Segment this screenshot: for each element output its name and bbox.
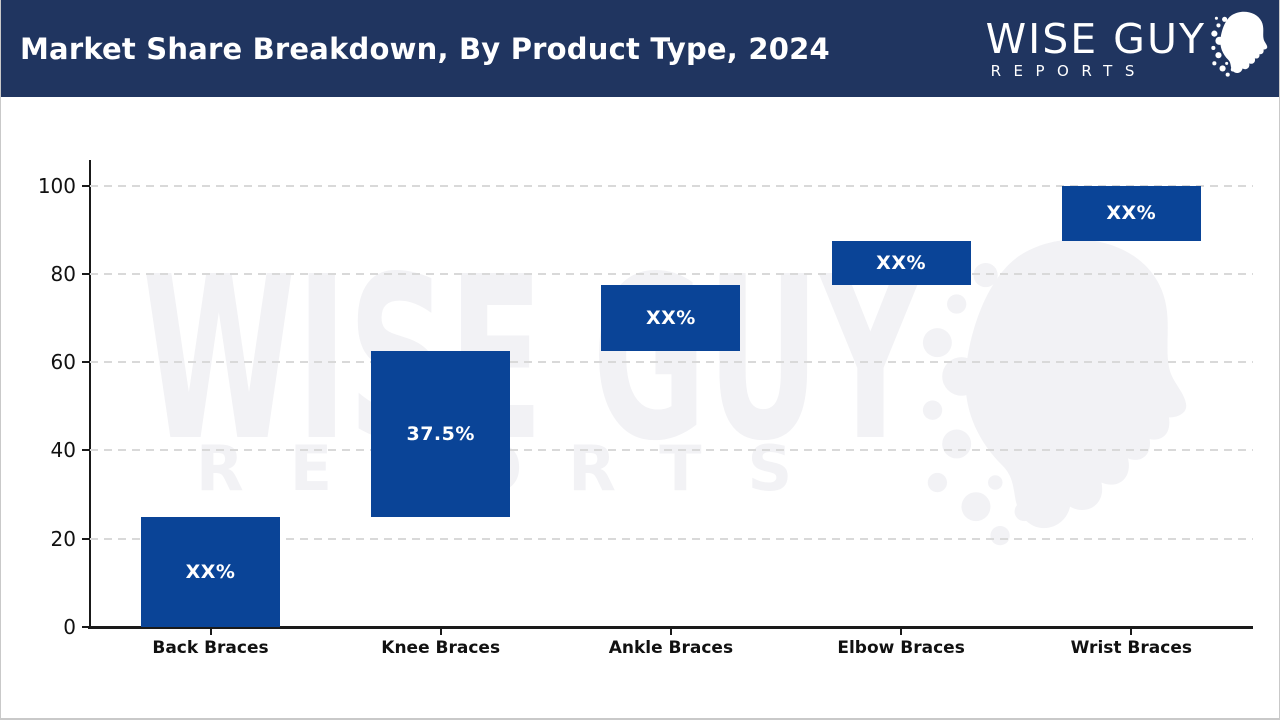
y-tick-mark-80 (82, 272, 89, 275)
chart-header: Market Share Breakdown, By Product Type,… (0, 0, 1280, 97)
x-category-label-1: Knee Braces (381, 638, 501, 658)
x-category-label-0: Back Braces (152, 638, 269, 658)
y-tick-mark-60 (82, 361, 89, 364)
brand-logo: WISE GUY REPORTS (986, 0, 1272, 97)
x-axis-line (88, 626, 1253, 629)
bar-value-label: 37.5% (406, 422, 475, 445)
y-axis-line (89, 160, 91, 629)
x-tick-mark-4 (1130, 629, 1133, 635)
x-tick-mark-0 (209, 629, 212, 635)
gridline-60 (90, 361, 1253, 364)
y-tick-label-100: 100 (37, 173, 76, 198)
bar-ankle-braces: XX% (601, 284, 741, 352)
gridline-20 (90, 537, 1253, 540)
bar-elbow-braces: XX% (831, 240, 971, 285)
x-category-label-4: Wrist Braces (1070, 638, 1192, 658)
gridline-100 (90, 184, 1253, 187)
bar-wrist-braces: XX% (1061, 185, 1201, 241)
x-tick-mark-3 (900, 629, 903, 635)
bar-value-label: XX% (185, 560, 236, 583)
y-tick-label-80: 80 (50, 261, 76, 286)
gridline-80 (90, 272, 1253, 275)
bar-value-label: XX% (876, 251, 927, 274)
x-category-label-2: Ankle Braces (608, 638, 734, 658)
y-tick-mark-20 (82, 537, 89, 540)
gridline-40 (90, 449, 1253, 452)
y-tick-label-60: 60 (50, 350, 76, 375)
x-tick-mark-1 (439, 629, 442, 635)
y-tick-label-40: 40 (50, 438, 76, 463)
logo-wordmark: WISE GUY REPORTS (985, 14, 1206, 80)
y-tick-mark-40 (82, 449, 89, 452)
x-category-label-3: Elbow Braces (837, 638, 965, 658)
bar-value-label: XX% (1106, 202, 1157, 225)
bar-value-label: XX% (645, 306, 696, 329)
y-tick-mark-0 (82, 626, 89, 628)
y-tick-label-20: 20 (50, 526, 76, 551)
y-tick-mark-100 (82, 184, 89, 187)
bar-knee-braces: 37.5% (371, 351, 511, 517)
logo-wordmark-primary: WISE GUY (985, 14, 1206, 63)
logo-wordmark-secondary: REPORTS (990, 61, 1147, 80)
page-title: Market Share Breakdown, By Product Type,… (20, 31, 830, 66)
x-tick-mark-2 (669, 629, 672, 635)
bar-back-braces: XX% (141, 516, 280, 627)
y-tick-label-0: 0 (63, 615, 76, 639)
